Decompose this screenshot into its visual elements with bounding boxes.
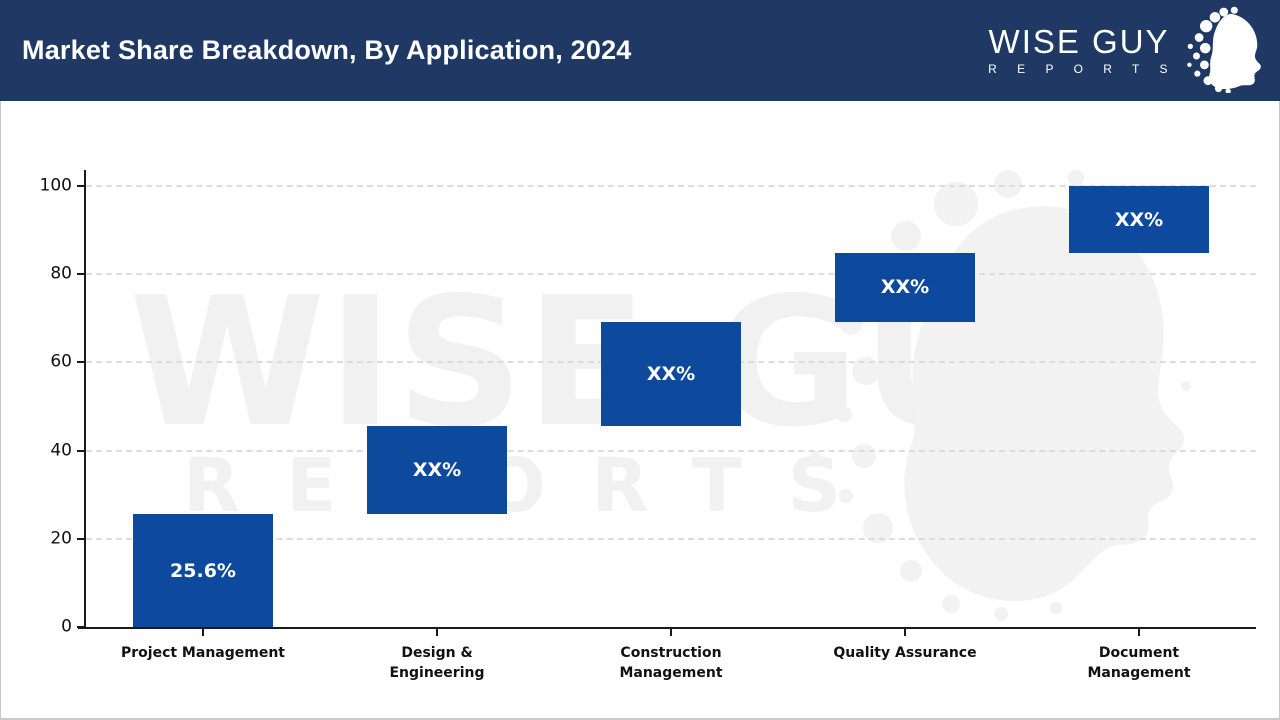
- watermark-text-2: REPORTS: [183, 443, 888, 529]
- x-category-label-line: Project Management: [120, 645, 285, 661]
- page-title: Market Share Breakdown, By Application, …: [22, 35, 632, 65]
- bar-value-label: XX%: [412, 459, 462, 482]
- y-tick-label-20: 20: [50, 528, 72, 549]
- bar-segment: XX%: [1068, 186, 1210, 254]
- y-tick-label-100: 100: [39, 175, 72, 196]
- brand-logo: WISE GUY R E P O R T S: [982, 5, 1280, 97]
- x-tick-1: [436, 628, 438, 636]
- y-tick-label-0: 0: [61, 616, 72, 637]
- x-category-label: Document Management: [1010, 643, 1267, 684]
- plot-area: 0 20 40 60 80 100 25.6% Project Management XX% De…: [40, 170, 1256, 681]
- header-bar: Market Share Breakdown, By Application, …: [0, 0, 1280, 101]
- gridline-80: [86, 273, 1256, 276]
- x-tick-0: [202, 628, 204, 636]
- x-axis-line: [78, 627, 1256, 629]
- x-category-label-line: Construction: [620, 645, 722, 661]
- x-category-label: Quality Assurance: [776, 643, 1033, 663]
- y-tick-label-80: 80: [50, 263, 72, 284]
- bar-segment: XX%: [366, 425, 508, 515]
- x-tick-2: [670, 628, 672, 636]
- brand-head-icon: [1178, 5, 1266, 97]
- gridline-20: [86, 537, 1256, 540]
- x-category-label-line: Quality Assurance: [833, 645, 977, 661]
- brand-subtitle: R E P O R T S: [988, 62, 1176, 76]
- x-category-label: Design & Engineering: [308, 643, 565, 684]
- x-tick-3: [904, 628, 906, 636]
- y-tick-label-60: 60: [50, 351, 72, 372]
- x-category-label-line: Document: [1098, 645, 1180, 661]
- bar-value-label: XX%: [646, 362, 696, 385]
- y-tick-80: [77, 273, 85, 276]
- y-tick-100: [77, 185, 85, 187]
- bar-value-label: XX%: [880, 276, 930, 299]
- y-tick-20: [77, 537, 85, 540]
- brand-logo-text: WISE GUY R E P O R T S: [982, 25, 1176, 76]
- y-tick-60: [77, 361, 85, 364]
- brand-name: WISE GUY: [988, 23, 1170, 60]
- bar-segment: XX%: [600, 321, 742, 426]
- x-category-label-line: Management: [1087, 665, 1191, 682]
- x-category-label-line: Engineering: [389, 665, 485, 682]
- x-category-label: Construction Management: [542, 643, 799, 684]
- gridline-100: [86, 185, 1256, 187]
- x-category-label: Project Management: [74, 643, 331, 663]
- y-tick-label-40: 40: [50, 440, 72, 461]
- bar-segment: XX%: [834, 253, 976, 322]
- y-tick-40: [77, 449, 85, 452]
- x-category-label-line: Management: [619, 665, 723, 682]
- bar-value-label: 25.6%: [170, 559, 236, 582]
- bar-segment: 25.6%: [132, 514, 274, 627]
- y-axis-line: [84, 170, 86, 627]
- chart-canvas: WISE GUY REPORTS 02040608010025.6%Projec…: [0, 101, 1280, 720]
- y-tick-0: [77, 626, 85, 628]
- gridline-40: [86, 449, 1256, 452]
- x-tick-4: [1138, 628, 1140, 636]
- bar-value-label: XX%: [1114, 208, 1164, 231]
- x-category-label-line: Design &: [401, 645, 473, 661]
